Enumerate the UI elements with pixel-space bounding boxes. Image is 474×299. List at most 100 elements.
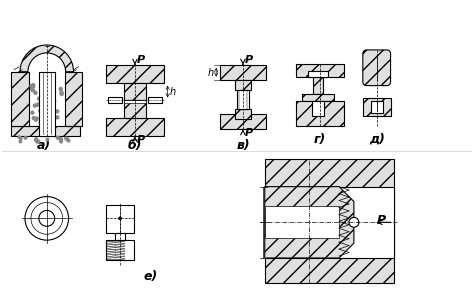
Text: г): г) xyxy=(314,133,326,146)
Circle shape xyxy=(18,136,21,138)
Bar xyxy=(265,207,339,238)
Circle shape xyxy=(51,106,54,109)
Bar xyxy=(106,240,134,260)
Circle shape xyxy=(24,137,27,139)
Bar xyxy=(302,94,334,101)
Wedge shape xyxy=(20,45,73,72)
Circle shape xyxy=(49,119,52,122)
FancyBboxPatch shape xyxy=(363,50,391,86)
Circle shape xyxy=(60,138,63,141)
Circle shape xyxy=(33,104,36,107)
Circle shape xyxy=(39,103,42,106)
Bar xyxy=(237,90,249,109)
Circle shape xyxy=(49,118,52,120)
Text: P: P xyxy=(137,135,145,145)
Circle shape xyxy=(60,92,63,95)
Bar xyxy=(11,72,29,126)
Circle shape xyxy=(39,121,42,124)
Bar xyxy=(235,80,251,90)
Circle shape xyxy=(56,136,59,139)
Text: а): а) xyxy=(37,139,51,152)
Circle shape xyxy=(31,85,35,88)
Bar xyxy=(106,205,134,233)
Circle shape xyxy=(31,202,63,234)
Circle shape xyxy=(56,116,59,119)
Bar xyxy=(296,101,344,126)
Circle shape xyxy=(42,113,45,116)
Circle shape xyxy=(56,110,59,113)
Bar xyxy=(220,65,266,80)
Circle shape xyxy=(59,88,62,91)
Circle shape xyxy=(35,117,38,120)
Circle shape xyxy=(118,217,122,220)
Text: h: h xyxy=(207,68,213,78)
Circle shape xyxy=(36,141,38,143)
Bar xyxy=(371,101,383,113)
Circle shape xyxy=(60,91,63,94)
Circle shape xyxy=(36,103,39,106)
Circle shape xyxy=(65,137,67,140)
Bar xyxy=(265,187,393,258)
Text: h: h xyxy=(170,86,176,97)
Circle shape xyxy=(38,102,41,105)
Circle shape xyxy=(35,118,37,121)
Circle shape xyxy=(59,138,62,140)
Text: е): е) xyxy=(144,270,158,283)
Text: P: P xyxy=(245,55,253,65)
Circle shape xyxy=(46,138,49,141)
Bar xyxy=(108,97,122,103)
Circle shape xyxy=(31,89,34,92)
Text: P: P xyxy=(377,214,386,227)
Text: д): д) xyxy=(369,133,384,146)
Bar xyxy=(124,100,146,103)
Circle shape xyxy=(41,85,44,88)
Circle shape xyxy=(32,84,35,87)
Circle shape xyxy=(60,140,63,143)
Circle shape xyxy=(67,139,70,142)
Circle shape xyxy=(39,210,55,226)
Bar xyxy=(11,126,81,136)
Bar xyxy=(296,64,344,77)
Circle shape xyxy=(19,137,22,140)
Circle shape xyxy=(30,87,34,90)
Circle shape xyxy=(48,123,51,126)
Circle shape xyxy=(37,140,40,143)
Text: P: P xyxy=(245,128,253,138)
Circle shape xyxy=(32,117,35,120)
Bar xyxy=(363,98,391,116)
Circle shape xyxy=(60,140,63,142)
Polygon shape xyxy=(265,187,354,258)
Bar xyxy=(64,72,82,126)
Circle shape xyxy=(39,103,42,106)
Circle shape xyxy=(44,92,47,95)
Bar xyxy=(39,72,55,136)
Circle shape xyxy=(48,86,51,89)
Bar xyxy=(124,83,146,100)
Bar xyxy=(220,114,266,129)
Circle shape xyxy=(43,113,46,116)
Circle shape xyxy=(53,100,55,103)
Circle shape xyxy=(35,139,37,141)
Circle shape xyxy=(57,137,60,140)
Bar xyxy=(265,159,393,283)
Bar xyxy=(106,65,164,83)
Circle shape xyxy=(48,95,52,98)
Bar xyxy=(313,77,323,94)
Text: б): б) xyxy=(128,139,142,152)
Circle shape xyxy=(35,138,37,140)
Circle shape xyxy=(25,196,69,240)
Bar xyxy=(235,109,251,119)
Circle shape xyxy=(39,109,42,112)
Bar xyxy=(115,233,125,240)
Bar xyxy=(308,71,328,77)
Text: в): в) xyxy=(236,139,250,152)
Text: P: P xyxy=(137,55,145,65)
Circle shape xyxy=(30,84,33,87)
Circle shape xyxy=(66,138,69,141)
Circle shape xyxy=(34,91,37,94)
Circle shape xyxy=(349,217,359,227)
Circle shape xyxy=(47,117,50,120)
Circle shape xyxy=(31,111,34,114)
Bar xyxy=(124,100,146,118)
Bar xyxy=(106,118,164,136)
